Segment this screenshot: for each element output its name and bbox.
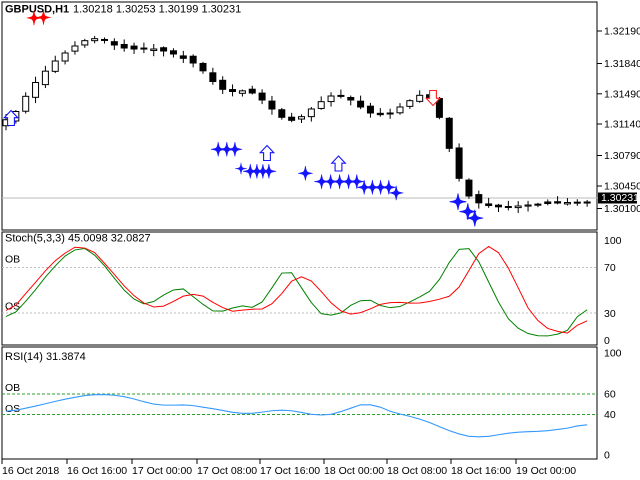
- svg-text:17 Oct 08:00: 17 Oct 08:00: [197, 465, 257, 477]
- svg-text:1.30100: 1.30100: [604, 203, 640, 215]
- svg-text:16 Oct 2018: 16 Oct 2018: [2, 465, 59, 477]
- svg-text:OB: OB: [5, 382, 20, 394]
- svg-text:1.30231: 1.30231: [601, 192, 639, 204]
- svg-text:16 Oct 16:00: 16 Oct 16:00: [67, 465, 127, 477]
- svg-text:GBPUSD,H1: GBPUSD,H1: [5, 4, 69, 16]
- svg-text:18 Oct 16:00: 18 Oct 16:00: [451, 465, 511, 477]
- svg-text:60: 60: [604, 389, 616, 401]
- svg-text:1.30450: 1.30450: [604, 181, 640, 193]
- svg-text:1.31140: 1.31140: [604, 119, 640, 131]
- svg-text:70: 70: [604, 262, 616, 274]
- svg-text:18 Oct 08:00: 18 Oct 08:00: [387, 465, 447, 477]
- svg-text:0: 0: [604, 335, 610, 347]
- svg-text:17 Oct 00:00: 17 Oct 00:00: [132, 465, 192, 477]
- svg-text:40: 40: [604, 409, 616, 421]
- svg-text:100: 100: [604, 348, 622, 360]
- svg-text:100: 100: [604, 235, 622, 247]
- svg-text:1.32190: 1.32190: [604, 26, 640, 38]
- svg-text:1.31490: 1.31490: [604, 88, 640, 100]
- svg-text:RSI(14) 31.3874: RSI(14) 31.3874: [5, 351, 86, 363]
- svg-text:1.30218 1.30253 1.30199 1.3023: 1.30218 1.30253 1.30199 1.30231: [73, 4, 241, 16]
- svg-text:OB: OB: [5, 254, 20, 266]
- svg-text:1.30790: 1.30790: [604, 150, 640, 162]
- svg-text:30: 30: [604, 308, 616, 320]
- svg-text:1.31840: 1.31840: [604, 58, 640, 70]
- svg-text:0: 0: [604, 450, 610, 462]
- svg-text:OS: OS: [5, 403, 20, 415]
- svg-text:17 Oct 16:00: 17 Oct 16:00: [260, 465, 320, 477]
- svg-text:19 Oct 00:00: 19 Oct 00:00: [516, 465, 576, 477]
- svg-text:18 Oct 00:00: 18 Oct 00:00: [324, 465, 384, 477]
- svg-text:Stoch(5,3,3) 45.0098 32.0827: Stoch(5,3,3) 45.0098 32.0827: [5, 233, 151, 245]
